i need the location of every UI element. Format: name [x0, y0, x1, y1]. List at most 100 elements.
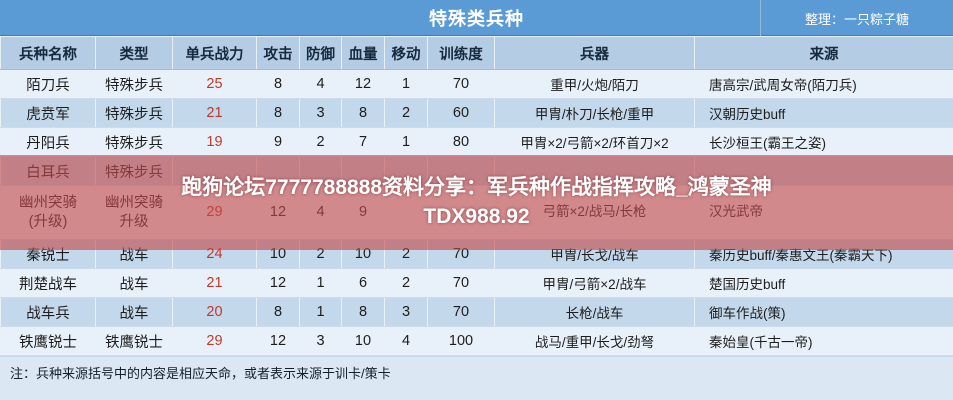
cell-power[interactable]: 25: [172, 69, 257, 99]
cell-weapon[interactable]: 弓箭×2/战马/长枪: [494, 185, 695, 240]
cell-atk[interactable]: 8: [256, 297, 300, 327]
cell-power[interactable]: 29: [172, 326, 257, 356]
cell-type[interactable]: 特殊步兵: [95, 156, 173, 186]
cell-source[interactable]: 楚国历史buff: [694, 268, 953, 298]
cell-source[interactable]: 秦历史buff/秦惠文王(秦霸天下): [694, 239, 953, 269]
cell-atk[interactable]: 12: [256, 268, 300, 298]
cell-hp[interactable]: 8: [341, 98, 385, 128]
cell-name[interactable]: 铁鹰锐士: [0, 326, 96, 356]
cell-power[interactable]: 19: [172, 127, 257, 157]
column-header-source[interactable]: 来源: [694, 36, 953, 70]
cell-weapon[interactable]: 甲胄/长戈/战车: [494, 239, 695, 269]
cell-power[interactable]: 21: [172, 268, 257, 298]
column-header-name[interactable]: 兵种名称: [0, 36, 96, 70]
cell-train[interactable]: 70: [427, 239, 495, 269]
cell-source[interactable]: 汉朝历史buff: [694, 98, 953, 128]
table-row[interactable]: 白耳兵 特殊步兵: [0, 156, 953, 186]
cell-def[interactable]: 1: [299, 268, 342, 298]
column-header-power[interactable]: 单兵战力: [172, 36, 257, 70]
cell-source[interactable]: 御车作战(策): [694, 297, 953, 327]
cell-hp[interactable]: 10: [341, 239, 385, 269]
cell-power[interactable]: 20: [172, 297, 257, 327]
cell-name[interactable]: 虎贲军: [0, 98, 96, 128]
cell-def[interactable]: 4: [299, 69, 342, 99]
cell-move[interactable]: [384, 185, 428, 240]
cell-train[interactable]: 70: [427, 268, 495, 298]
cell-source[interactable]: 秦始皇(千古一帝): [694, 326, 953, 356]
cell-atk[interactable]: 12: [256, 185, 300, 240]
cell-name[interactable]: 幽州突骑 (升级): [0, 185, 96, 240]
cell-def[interactable]: 3: [299, 98, 342, 128]
cell-train[interactable]: [427, 156, 495, 186]
cell-source[interactable]: [694, 156, 953, 186]
cell-hp[interactable]: 9: [341, 185, 385, 240]
cell-power[interactable]: 29: [172, 185, 257, 240]
cell-weapon[interactable]: 重甲/火炮/陌刀: [494, 69, 695, 99]
cell-hp[interactable]: 6: [341, 268, 385, 298]
cell-hp[interactable]: 10: [341, 326, 385, 356]
cell-def[interactable]: 2: [299, 127, 342, 157]
cell-type[interactable]: 战车: [95, 268, 173, 298]
column-header-defense[interactable]: 防御: [299, 36, 342, 70]
cell-move[interactable]: 1: [384, 69, 428, 99]
table-row[interactable]: 陌刀兵 特殊步兵 25 8 4 12 1 70 重甲/火炮/陌刀 唐高宗/武周女帝(陌刀兵): [0, 69, 953, 99]
table-row[interactable]: 荆楚战车 战车 21 12 1 6 2 70 甲胄/弓箭×2/战车 楚国历史buff: [0, 268, 953, 298]
cell-move[interactable]: 2: [384, 239, 428, 269]
cell-weapon[interactable]: 甲胄/朴刀/长枪/重甲: [494, 98, 695, 128]
cell-def[interactable]: 3: [299, 326, 342, 356]
cell-def[interactable]: [299, 156, 342, 186]
cell-hp[interactable]: [341, 156, 385, 186]
column-header-attack[interactable]: 攻击: [256, 36, 300, 70]
cell-def[interactable]: 1: [299, 297, 342, 327]
cell-train[interactable]: 70: [427, 297, 495, 327]
cell-name[interactable]: 白耳兵: [0, 156, 96, 186]
cell-move[interactable]: 1: [384, 127, 428, 157]
cell-weapon[interactable]: 甲胄×2/弓箭×2/环首刀×2: [494, 127, 695, 157]
cell-name[interactable]: 秦锐士: [0, 239, 96, 269]
cell-type[interactable]: 特殊步兵: [95, 127, 173, 157]
cell-def[interactable]: 4: [299, 185, 342, 240]
column-header-move[interactable]: 移动: [384, 36, 428, 70]
cell-atk[interactable]: 9: [256, 127, 300, 157]
cell-power[interactable]: [172, 156, 257, 186]
cell-hp[interactable]: 8: [341, 297, 385, 327]
table-row[interactable]: 丹阳兵 特殊步兵 19 9 2 7 1 80 甲胄×2/弓箭×2/环首刀×2 长沙桓王(霸王之姿): [0, 127, 953, 157]
cell-weapon[interactable]: 长枪/战车: [494, 297, 695, 327]
cell-hp[interactable]: 7: [341, 127, 385, 157]
cell-source[interactable]: 唐高宗/武周女帝(陌刀兵): [694, 69, 953, 99]
column-header-train[interactable]: 训练度: [427, 36, 495, 70]
cell-type[interactable]: 特殊步兵: [95, 69, 173, 99]
cell-type[interactable]: 铁鹰锐士: [95, 326, 173, 356]
cell-move[interactable]: 2: [384, 98, 428, 128]
cell-name[interactable]: 战车兵: [0, 297, 96, 327]
cell-train[interactable]: 60: [427, 98, 495, 128]
cell-name[interactable]: 陌刀兵: [0, 69, 96, 99]
cell-train[interactable]: 70: [427, 69, 495, 99]
cell-atk[interactable]: 8: [256, 98, 300, 128]
cell-type[interactable]: 特殊步兵: [95, 98, 173, 128]
table-row[interactable]: 虎贲军 特殊步兵 21 8 3 8 2 60 甲胄/朴刀/长枪/重甲 汉朝历史buff: [0, 98, 953, 128]
cell-atk[interactable]: [256, 156, 300, 186]
cell-move[interactable]: 3: [384, 297, 428, 327]
cell-type[interactable]: 幽州突骑 升级: [95, 185, 173, 240]
cell-hp[interactable]: 12: [341, 69, 385, 99]
cell-move[interactable]: 2: [384, 268, 428, 298]
column-header-weapon[interactable]: 兵器: [494, 36, 695, 70]
cell-power[interactable]: 21: [172, 98, 257, 128]
cell-move[interactable]: 4: [384, 326, 428, 356]
table-row[interactable]: 战车兵 战车 20 8 1 8 3 70 长枪/战车 御车作战(策): [0, 297, 953, 327]
cell-name[interactable]: 丹阳兵: [0, 127, 96, 157]
cell-atk[interactable]: 8: [256, 69, 300, 99]
cell-name[interactable]: 荆楚战车: [0, 268, 96, 298]
cell-train[interactable]: [427, 185, 495, 240]
table-row[interactable]: 秦锐士 战车 24 10 2 10 2 70 甲胄/长戈/战车 秦历史buff/秦惠文王(秦霸天下…: [0, 239, 953, 269]
cell-train[interactable]: 100: [427, 326, 495, 356]
cell-source[interactable]: 汉光武帝: [694, 185, 953, 240]
cell-source[interactable]: 长沙桓王(霸王之姿): [694, 127, 953, 157]
table-row[interactable]: 铁鹰锐士 铁鹰锐士 29 12 3 10 4 100 战马/重甲/长戈/劲弩 秦始皇(千古一帝): [0, 326, 953, 356]
cell-atk[interactable]: 12: [256, 326, 300, 356]
cell-train[interactable]: 80: [427, 127, 495, 157]
cell-def[interactable]: 2: [299, 239, 342, 269]
cell-weapon[interactable]: 甲胄/弓箭×2/战车: [494, 268, 695, 298]
cell-type[interactable]: 战车: [95, 297, 173, 327]
